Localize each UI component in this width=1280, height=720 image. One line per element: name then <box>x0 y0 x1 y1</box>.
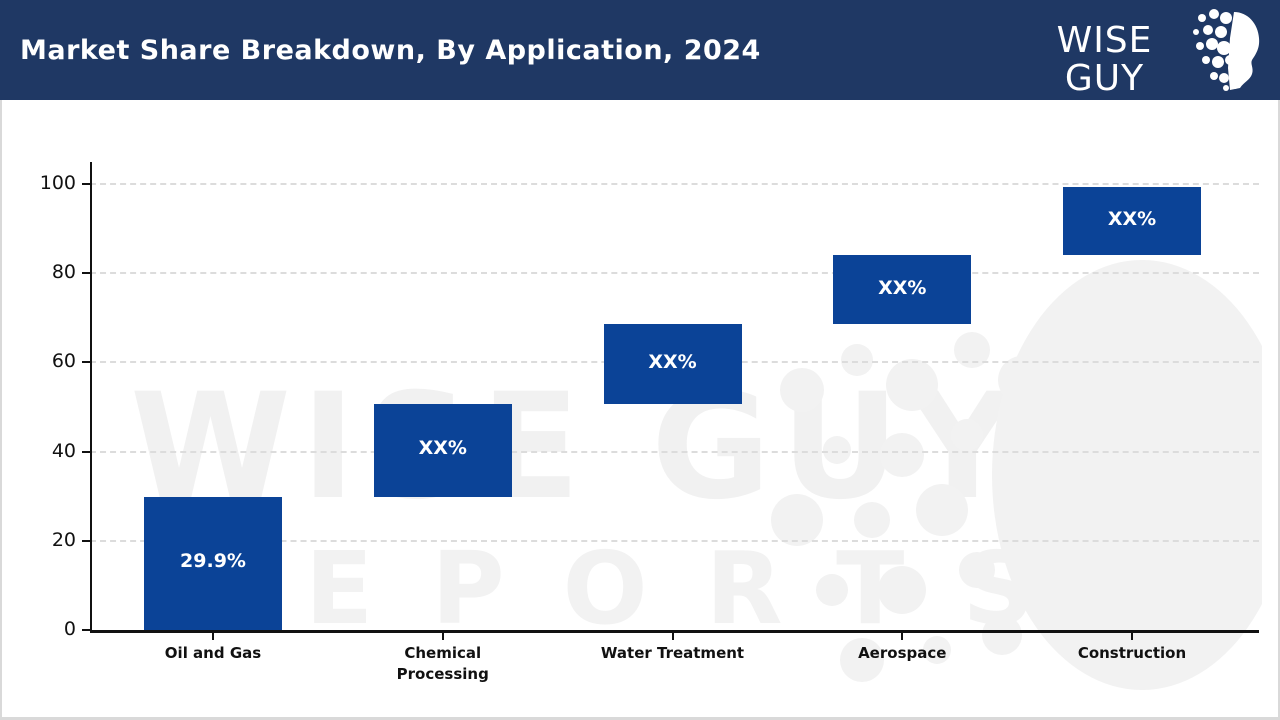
gridline-80 <box>90 272 1259 275</box>
bar-aerospace <box>833 254 972 325</box>
y-tick-mark-20 <box>82 539 90 542</box>
gridline-20 <box>90 539 1259 542</box>
bar-construction <box>1063 186 1201 255</box>
page-title: Market Share Breakdown, By Application, … <box>20 34 761 66</box>
x-tick-label: Construction <box>1077 644 1187 662</box>
gridline-40 <box>90 450 1259 453</box>
y-tick-label-40: 40 <box>51 439 76 462</box>
y-tick-label-100: 100 <box>39 172 76 194</box>
y-tick-mark-100 <box>82 183 90 185</box>
chart-canvas: WISE GUY REPORTS 0 20 40 60 80 100 29.9% Oil an… <box>0 100 1280 720</box>
dotted-head-profile-icon <box>1193 9 1260 91</box>
bar-chemical-processing <box>373 403 512 497</box>
x-tick-label: Aerospace <box>858 644 947 662</box>
bar-water-treatment <box>603 324 742 404</box>
bar-oil-and-gas <box>144 496 282 630</box>
y-tick-mark-40 <box>82 450 90 453</box>
bar-value-label: XX% <box>878 276 927 299</box>
y-tick-label-60: 60 <box>51 350 76 373</box>
x-tick-label: Oil and Gas <box>164 644 262 662</box>
y-axis-spine <box>90 162 92 632</box>
y-tick-mark-0 <box>82 629 90 631</box>
x-tick-mark <box>671 632 674 640</box>
y-tick-label-80: 80 <box>51 261 76 284</box>
x-tick-mark <box>212 632 214 640</box>
y-tick-label-20: 20 <box>51 528 76 551</box>
gridline-100 <box>90 183 1259 185</box>
bar-value-label: XX% <box>418 437 467 460</box>
x-tick-mark <box>901 632 904 640</box>
x-tick-label: Water Treatment <box>600 644 745 662</box>
logo-wise-guy-text: WISE GUY <box>1056 20 1153 99</box>
x-axis-spine <box>90 630 1259 633</box>
y-tick-mark-60 <box>82 361 90 364</box>
y-tick-mark-80 <box>82 272 90 275</box>
x-tick-mark <box>441 632 444 640</box>
y-tick-label-0: 0 <box>63 618 76 640</box>
bar-value-label: 29.9% <box>180 550 246 573</box>
bar-value-label: XX% <box>648 351 697 374</box>
x-tick-mark <box>1131 632 1133 640</box>
wiseguy-logo: WISE GUY REPORTS <box>1012 8 1262 115</box>
watermark-head-icon <box>771 260 1262 690</box>
header-bar: Market Share Breakdown, By Application, … <box>0 0 1280 115</box>
x-tick-label: Chemical Processing <box>396 644 489 683</box>
bar-value-label: XX% <box>1107 207 1157 230</box>
